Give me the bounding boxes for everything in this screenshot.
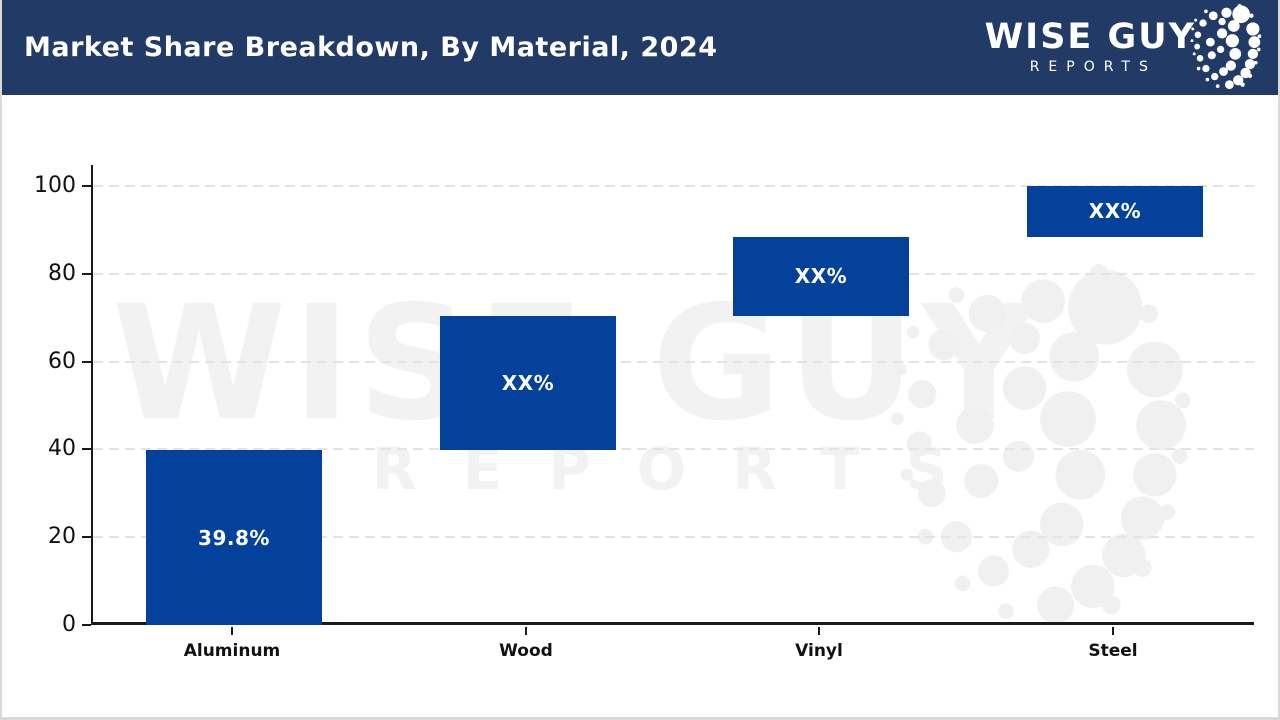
y-tick-mark-20: [82, 536, 91, 539]
y-tick-label-40: 40: [48, 436, 76, 462]
bar-value-label-steel: XX%: [1088, 199, 1142, 224]
bar-value-label-wood: XX%: [501, 370, 555, 395]
header: Market Share Breakdown, By Material, 202…: [2, 0, 1278, 95]
chart-area: WISE GUY REPORTS 39.8% XX% XX% XX% 0 20 40 60 8…: [2, 95, 1278, 717]
y-tick-mark-100: [82, 185, 91, 187]
y-tick-label-60: 60: [48, 348, 76, 374]
logo-name: WISE GUY: [984, 17, 1196, 57]
logo-text: WISE GUY REPORTS: [984, 17, 1196, 76]
y-tick-mark-0: [82, 624, 91, 626]
x-tick-mark-wood: [525, 627, 527, 635]
gridline-40: [93, 448, 1254, 451]
x-tick-mark-steel: [1112, 627, 1114, 635]
y-tick-mark-40: [82, 448, 91, 451]
y-tick-label-20: 20: [48, 524, 76, 550]
y-tick-mark-60: [82, 360, 91, 363]
bar-wood: XX%: [440, 315, 616, 451]
y-tick-label-80: 80: [48, 260, 76, 286]
wiseguy-logo: WISE GUY REPORTS: [984, 3, 1264, 92]
plot-area: 39.8% XX% XX% XX%: [91, 165, 1254, 625]
bar-aluminum: 39.8%: [146, 450, 322, 625]
gridline-60: [93, 360, 1254, 363]
x-tick-label-steel: Steel: [1088, 641, 1138, 661]
bar-steel: XX%: [1027, 186, 1203, 237]
bar-value-label-aluminum: 39.8%: [198, 525, 270, 550]
bar-value-label-vinyl: XX%: [794, 264, 848, 289]
bar-vinyl: XX%: [733, 236, 909, 316]
x-tick-mark-aluminum: [231, 627, 233, 635]
x-tick-label-vinyl: Vinyl: [795, 641, 843, 661]
x-tick-label-aluminum: Aluminum: [183, 641, 281, 661]
y-tick-label-0: 0: [62, 612, 76, 637]
logo-tagline: REPORTS: [1029, 59, 1157, 75]
x-tick-label-wood: Wood: [499, 641, 553, 661]
gridline-80: [93, 272, 1254, 275]
gridline-20: [93, 536, 1254, 539]
chart-title: Market Share Breakdown, By Material, 202…: [24, 32, 718, 63]
x-tick-mark-vinyl: [818, 627, 820, 635]
y-tick-mark-80: [82, 272, 91, 275]
y-tick-label-100: 100: [34, 173, 76, 198]
dotted-head-logo-icon: [1190, 3, 1262, 89]
gridline-100: [93, 185, 1254, 187]
